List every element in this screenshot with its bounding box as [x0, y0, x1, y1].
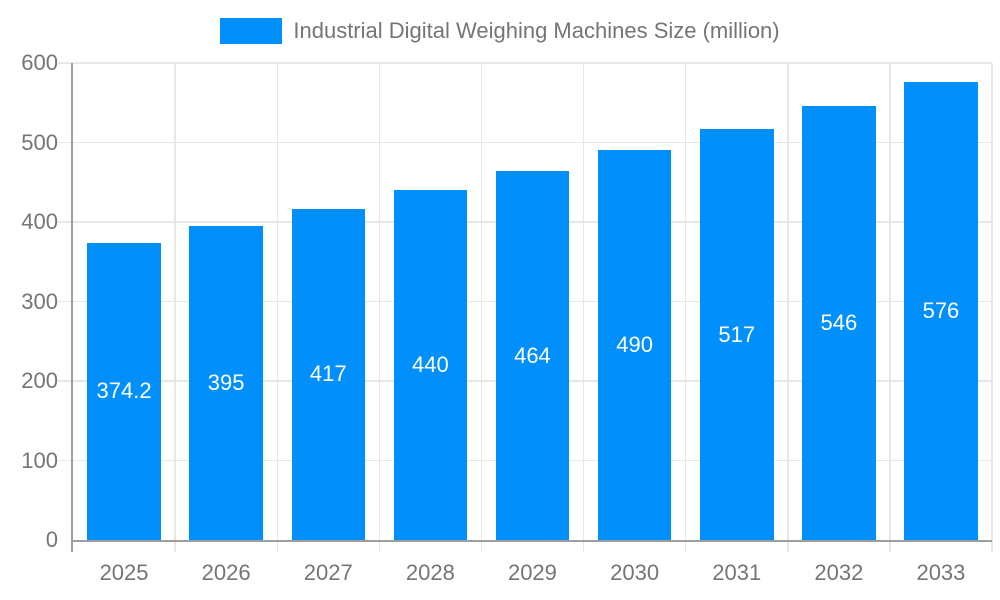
v-gridline: [174, 63, 176, 552]
x-tick-label: 2026: [201, 560, 251, 585]
legend[interactable]: Industrial Digital Weighing Machines Siz…: [0, 14, 1000, 48]
plot-area: 374.2 395 417 440 464 490 517 546 576: [58, 62, 993, 552]
bar[interactable]: [597, 150, 672, 540]
bar-value-label: 576: [922, 298, 960, 323]
bar[interactable]: [87, 242, 161, 540]
x-axis-line: [71, 540, 992, 542]
x-tick-label: 2033: [916, 560, 966, 585]
bar-value-label: 464: [514, 342, 551, 368]
v-gridline: [582, 63, 585, 552]
bar-value-label: 546: [820, 310, 858, 335]
y-axis-line: [71, 63, 73, 552]
bar-value-label: 490: [616, 332, 653, 358]
x-tick-label: 2027: [303, 560, 353, 585]
y-tick-label: 400: [21, 209, 58, 234]
v-gridline: [889, 63, 891, 552]
x-tick-label: 2029: [507, 560, 557, 585]
y-tick-label: 500: [21, 129, 58, 155]
v-gridline: [787, 63, 789, 552]
bar[interactable]: [700, 129, 774, 540]
x-tick-label: 2025: [99, 560, 149, 585]
bar[interactable]: [393, 190, 468, 540]
x-tick-label: 2028: [405, 560, 455, 585]
y-tick-label: 200: [21, 368, 58, 393]
y-tick-label: 600: [21, 50, 58, 75]
bar[interactable]: [495, 171, 570, 540]
bar-value-label: 440: [411, 352, 449, 378]
bar[interactable]: [802, 105, 876, 540]
h-gridline: [58, 62, 992, 64]
x-tick-label: 2032: [814, 560, 864, 585]
bar[interactable]: [904, 82, 978, 540]
v-gridline: [684, 63, 687, 552]
v-gridline: [991, 63, 993, 552]
bar[interactable]: [189, 226, 263, 540]
bar-value-label: 395: [207, 370, 245, 395]
y-tick-label: 100: [21, 447, 58, 473]
bar[interactable]: [291, 208, 365, 540]
x-tick-label: 2031: [712, 560, 762, 585]
bar-value-label: 517: [718, 321, 756, 347]
v-gridline: [378, 63, 381, 552]
legend-swatch-icon: [220, 18, 283, 44]
v-gridline: [276, 63, 278, 552]
y-tick-label: 0: [45, 527, 58, 552]
bar-value-label: 374.2: [96, 378, 152, 404]
x-tick-label: 2030: [610, 560, 660, 585]
legend-label: Industrial Digital Weighing Machines Siz…: [293, 18, 780, 43]
v-gridline: [480, 63, 483, 552]
h-gridline: [58, 141, 992, 144]
bar-value-label: 417: [309, 361, 347, 387]
y-tick-label: 300: [21, 288, 58, 314]
